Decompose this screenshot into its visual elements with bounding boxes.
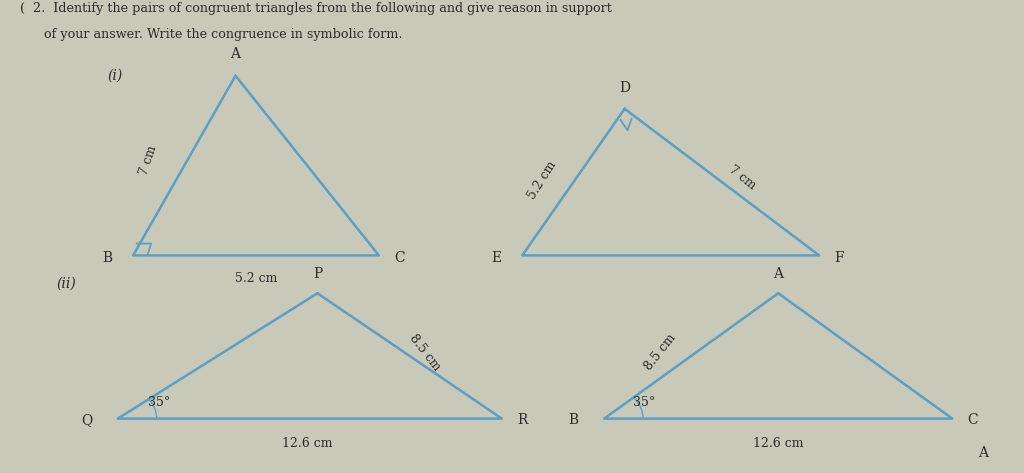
Text: P: P — [312, 267, 323, 281]
Text: B: B — [102, 251, 113, 265]
Text: E: E — [492, 251, 502, 265]
Text: (ii): (ii) — [56, 277, 76, 291]
Text: Q: Q — [81, 413, 92, 427]
Text: B: B — [568, 413, 579, 427]
Text: F: F — [835, 251, 844, 265]
Text: 12.6 cm: 12.6 cm — [282, 437, 333, 449]
Text: 5.2 cm: 5.2 cm — [526, 158, 559, 201]
Text: (  2.  Identify the pairs of congruent triangles from the following and give rea: ( 2. Identify the pairs of congruent tri… — [20, 2, 612, 15]
Text: C: C — [968, 413, 978, 427]
Text: (i): (i) — [108, 69, 123, 83]
Text: 7 cm: 7 cm — [137, 144, 160, 177]
Text: 5.2 cm: 5.2 cm — [234, 272, 278, 285]
Text: of your answer. Write the congruence in symbolic form.: of your answer. Write the congruence in … — [20, 28, 403, 41]
Text: 35°: 35° — [633, 396, 655, 409]
Text: 7 cm: 7 cm — [726, 163, 759, 192]
Text: D: D — [620, 80, 630, 95]
Text: 35°: 35° — [148, 396, 171, 409]
Text: 8.5 cm: 8.5 cm — [407, 332, 443, 373]
Text: A: A — [773, 267, 783, 281]
Text: A: A — [978, 446, 988, 460]
Text: A: A — [230, 47, 241, 61]
Text: 12.6 cm: 12.6 cm — [753, 437, 804, 449]
Text: C: C — [394, 251, 404, 265]
Text: R: R — [517, 413, 527, 427]
Text: 8.5 cm: 8.5 cm — [642, 332, 679, 373]
